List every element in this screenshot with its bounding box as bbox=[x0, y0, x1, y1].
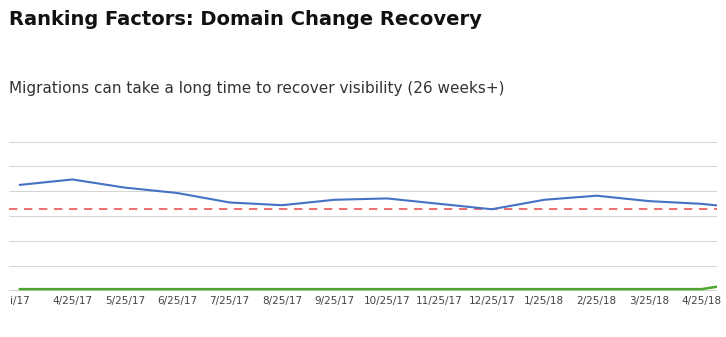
Text: Migrations can take a long time to recover visibility (26 weeks+): Migrations can take a long time to recov… bbox=[9, 81, 505, 96]
Text: Ranking Factors: Domain Change Recovery: Ranking Factors: Domain Change Recovery bbox=[9, 10, 482, 29]
